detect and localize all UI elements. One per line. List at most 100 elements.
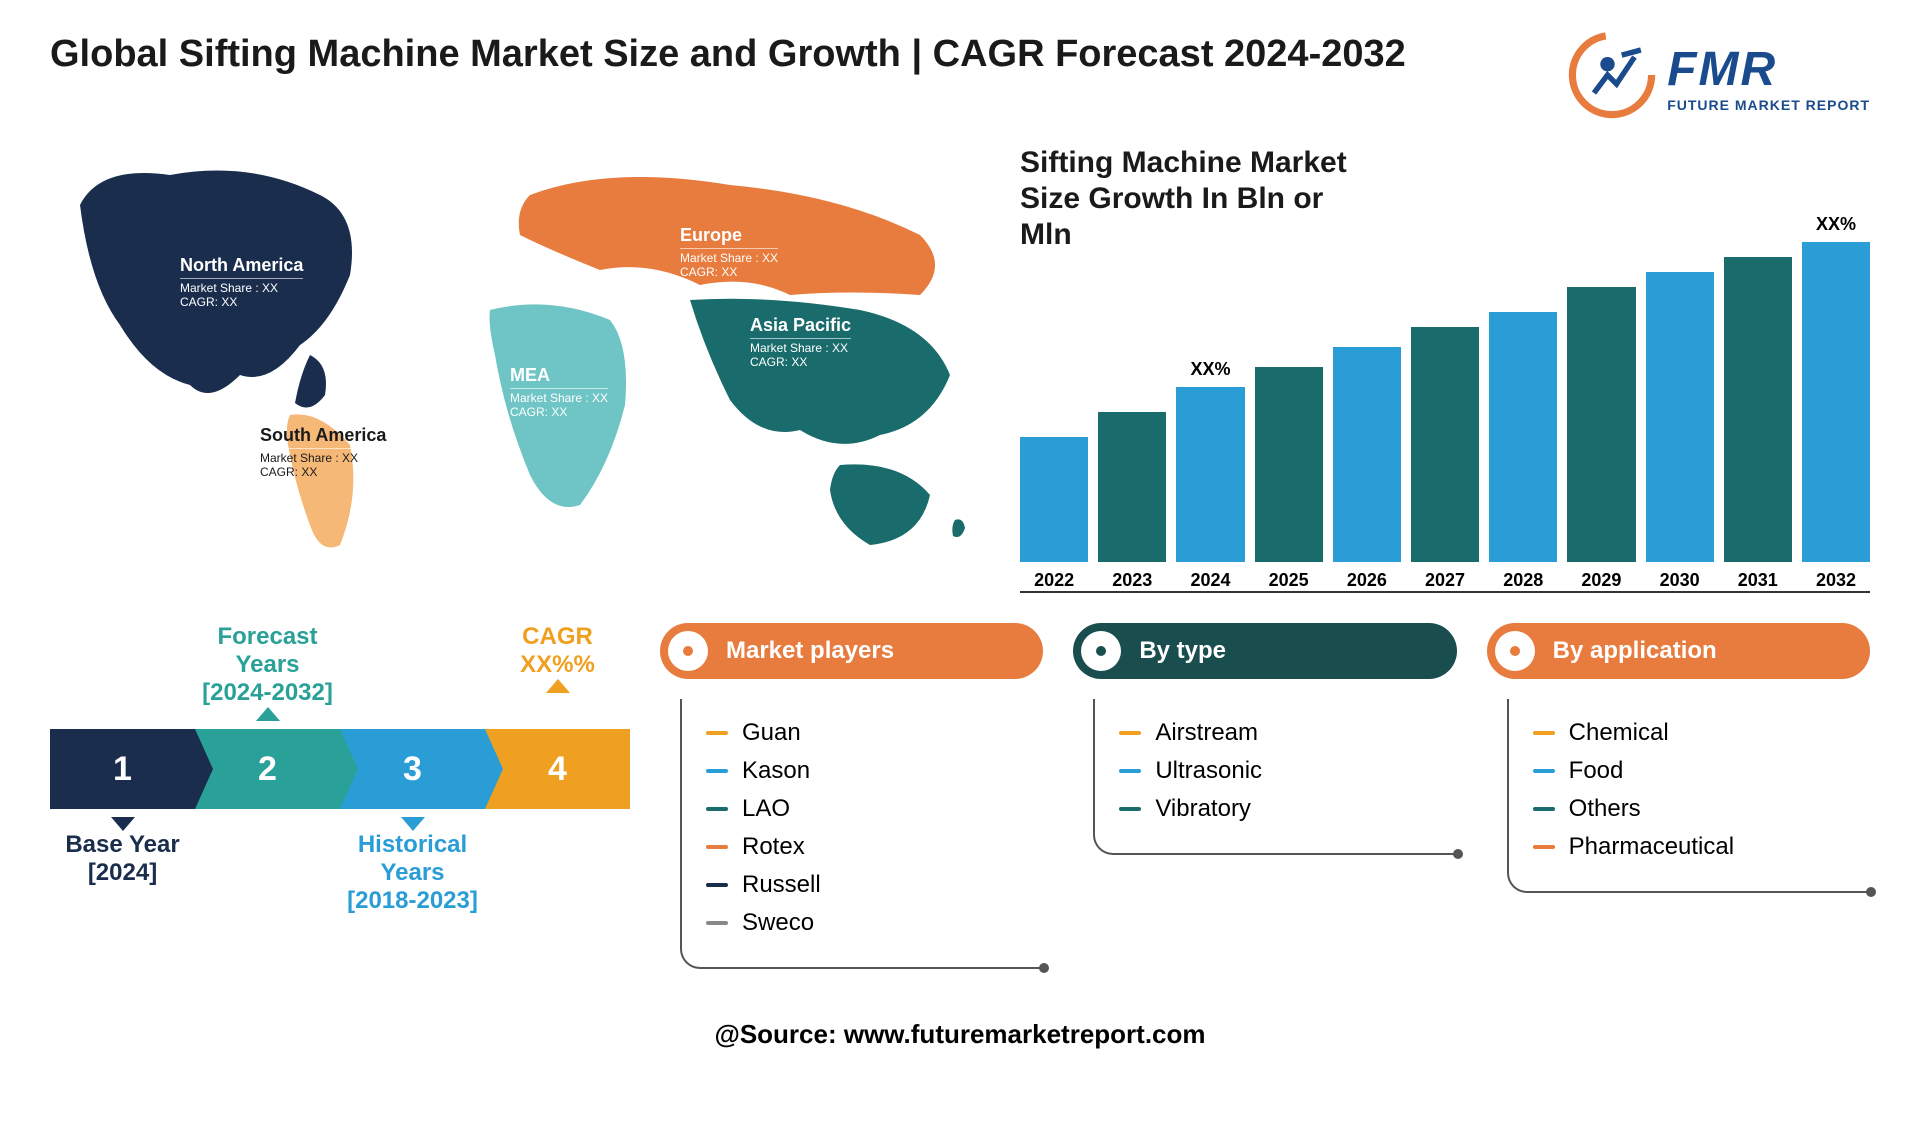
bar-year: 2027 — [1425, 570, 1465, 591]
triangle-down-icon — [401, 817, 425, 831]
bar-year: 2024 — [1190, 570, 1230, 591]
tick-icon — [1119, 769, 1141, 773]
category-header: By type — [1073, 623, 1456, 679]
bullet-icon — [1081, 631, 1121, 671]
bar-year: 2029 — [1581, 570, 1621, 591]
timeline-label-4: CAGR XX%% — [485, 623, 630, 679]
bar-2030: 2030 — [1646, 272, 1714, 591]
bar-2029: 2029 — [1567, 287, 1635, 591]
bar-rect — [1646, 272, 1714, 562]
region-label-mea: MEAMarket Share : XXCAGR: XX — [510, 365, 608, 419]
timeline-segment-2: 2 — [195, 729, 340, 809]
bar-2032: XX% 2032 — [1802, 242, 1870, 591]
bar-rect: XX% — [1802, 242, 1870, 562]
tick-icon — [1533, 807, 1555, 811]
tick-icon — [1533, 845, 1555, 849]
bar-rect — [1567, 287, 1635, 562]
bar-rect — [1333, 347, 1401, 562]
list-item-text: Guan — [742, 719, 801, 747]
tick-icon — [706, 807, 728, 811]
list-item-text: Vibratory — [1155, 795, 1251, 823]
timeline-segment-1: 1 — [50, 729, 195, 809]
category-0: Market players Guan Kason LAO Rotex Russell Sw… — [660, 623, 1043, 969]
list-item-text: Chemical — [1569, 719, 1669, 747]
tick-icon — [706, 845, 728, 849]
category-1: By type Airstream Ultrasonic Vibratory — [1073, 623, 1456, 969]
list-item: Food — [1533, 757, 1870, 785]
timeline-segment-4: 4 — [485, 729, 630, 809]
logo-icon — [1567, 30, 1657, 125]
bar-label: XX% — [1816, 214, 1856, 235]
list-item: Others — [1533, 795, 1870, 823]
triangle-up-icon — [256, 707, 280, 721]
bar-label: XX% — [1190, 359, 1230, 380]
list-item: Russell — [706, 871, 1043, 899]
timeline-label-1: Base Year[2024] — [50, 831, 195, 887]
bar-2026: 2026 — [1333, 347, 1401, 591]
header: Global Sifting Machine Market Size and G… — [50, 30, 1870, 125]
tick-icon — [1533, 769, 1555, 773]
bar-2024: XX% 2024 — [1176, 387, 1244, 591]
bar-year: 2025 — [1269, 570, 1309, 591]
region-label-na: North AmericaMarket Share : XXCAGR: XX — [180, 255, 303, 309]
bar-rect — [1098, 412, 1166, 562]
bar-chart-section: Sifting Machine Market Size Growth In Bl… — [1020, 145, 1870, 593]
bar-year: 2022 — [1034, 570, 1074, 591]
category-list: Guan Kason LAO Rotex Russell Sweco — [680, 699, 1043, 969]
bar-year: 2030 — [1660, 570, 1700, 591]
bullet-icon — [668, 631, 708, 671]
tick-icon — [706, 731, 728, 735]
category-header: By application — [1487, 623, 1870, 679]
list-item: Vibratory — [1119, 795, 1456, 823]
bar-year: 2026 — [1347, 570, 1387, 591]
list-item: Ultrasonic — [1119, 757, 1456, 785]
list-item-text: Sweco — [742, 909, 814, 937]
bar-chart: 20222023XX%20242025202620272028202920302… — [1020, 263, 1870, 593]
tick-icon — [706, 921, 728, 925]
category-2: By application Chemical Food Others Pharmace… — [1487, 623, 1870, 969]
bar-2022: 2022 — [1020, 437, 1088, 591]
bar-rect — [1724, 257, 1792, 562]
region-label-sa: South AmericaMarket Share : XXCAGR: XX — [260, 425, 386, 479]
timeline-segment-3: 3 — [340, 729, 485, 809]
list-item: Pharmaceutical — [1533, 833, 1870, 861]
category-list: Chemical Food Others Pharmaceutical — [1507, 699, 1870, 893]
list-item: Rotex — [706, 833, 1043, 861]
category-header: Market players — [660, 623, 1043, 679]
bar-2028: 2028 — [1489, 312, 1557, 591]
list-item-text: Rotex — [742, 833, 805, 861]
chart-title: Sifting Machine Market Size Growth In Bl… — [1020, 145, 1380, 253]
bar-rect — [1020, 437, 1088, 562]
bar-year: 2028 — [1503, 570, 1543, 591]
list-item: Chemical — [1533, 719, 1870, 747]
categories: Market players Guan Kason LAO Rotex Russell Sw… — [660, 623, 1870, 969]
bar-2023: 2023 — [1098, 412, 1166, 591]
triangle-down-icon — [111, 817, 135, 831]
logo-text-sub: FUTURE MARKET REPORT — [1667, 97, 1870, 113]
list-item-text: Kason — [742, 757, 810, 785]
category-title: By type — [1139, 637, 1226, 665]
logo: FMR FUTURE MARKET REPORT — [1567, 30, 1870, 125]
list-item-text: Airstream — [1155, 719, 1258, 747]
source-text: @Source: www.futuremarketreport.com — [50, 1019, 1870, 1050]
bar-2027: 2027 — [1411, 327, 1479, 591]
bar-rect — [1489, 312, 1557, 562]
tick-icon — [706, 769, 728, 773]
bar-rect — [1255, 367, 1323, 562]
tick-icon — [706, 883, 728, 887]
tick-icon — [1119, 807, 1141, 811]
category-list: Airstream Ultrasonic Vibratory — [1093, 699, 1456, 855]
list-item-text: Russell — [742, 871, 821, 899]
timeline: Forecast Years[2024-2032]CAGR XX%% 1234 … — [50, 623, 630, 969]
list-item: Sweco — [706, 909, 1043, 937]
category-title: By application — [1553, 637, 1717, 665]
timeline-label-3: Historical Years[2018-2023] — [340, 831, 485, 915]
timeline-label-2: Forecast Years[2024-2032] — [195, 623, 340, 707]
category-title: Market players — [726, 637, 894, 665]
bar-rect: XX% — [1176, 387, 1244, 562]
list-item: LAO — [706, 795, 1043, 823]
bar-year: 2032 — [1816, 570, 1856, 591]
list-item-text: Others — [1569, 795, 1641, 823]
list-item-text: Ultrasonic — [1155, 757, 1262, 785]
bullet-icon — [1495, 631, 1535, 671]
